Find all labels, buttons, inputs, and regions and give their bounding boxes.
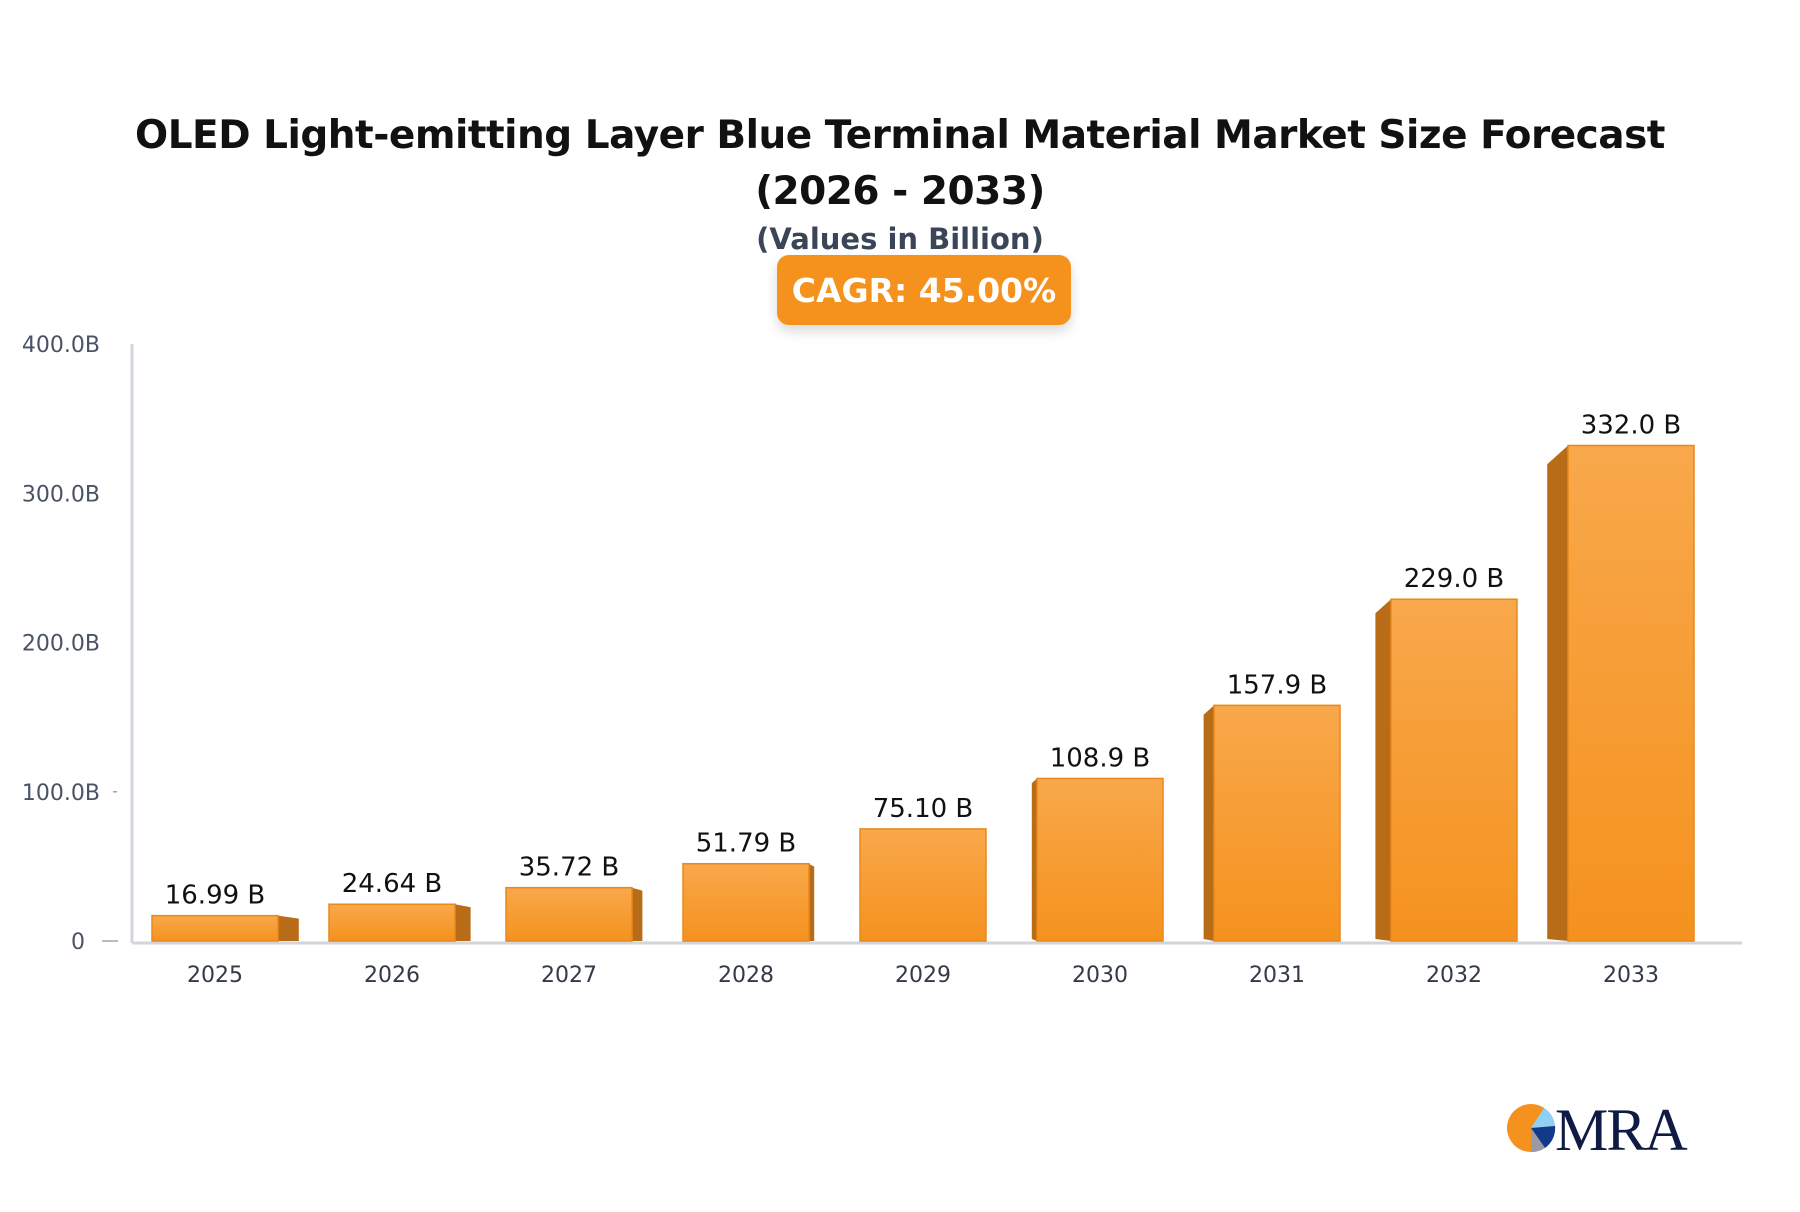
bar-side (809, 863, 815, 941)
data-label: 75.10 B (873, 794, 974, 824)
bar-side (1203, 705, 1214, 941)
x-tick-label: 2028 (718, 963, 774, 988)
bar-2028 (682, 862, 810, 942)
chart-title: OLED Light-emitting Layer Blue Terminal … (135, 113, 1665, 214)
data-label: 157.9 B (1227, 670, 1328, 700)
bar-side (455, 904, 471, 941)
bar-side (1375, 599, 1391, 941)
bar-2032 (1390, 598, 1518, 942)
data-label: 24.64 B (342, 869, 443, 899)
y-tick-label: 400.0B (22, 333, 100, 358)
y-tick-label: 300.0B (22, 482, 100, 507)
data-label: 108.9 B (1050, 743, 1151, 773)
y-tick-label: 200.0B (22, 632, 100, 657)
x-tick-label: 2033 (1603, 963, 1659, 988)
bar-2027 (505, 886, 633, 942)
bar-2029 (859, 828, 987, 942)
x-tick-label: 2027 (541, 963, 597, 988)
x-tick-label: 2032 (1426, 963, 1482, 988)
x-tick-label: 2025 (187, 963, 243, 988)
mra-logo: MRA (1505, 1098, 1695, 1158)
cagr-badge: CAGR: 45.00% (777, 255, 1071, 325)
bar-side (1031, 778, 1037, 941)
data-label: 332.0 B (1581, 410, 1682, 440)
bar-2031 (1213, 704, 1341, 942)
bar-side (278, 915, 299, 941)
data-label: 51.79 B (696, 829, 797, 859)
bar-2030 (1036, 777, 1164, 942)
bar-side (632, 887, 643, 941)
data-label: 16.99 B (165, 881, 266, 911)
bar-2025 (151, 914, 279, 942)
x-tick-label: 2030 (1072, 963, 1128, 988)
y-tick-label: 100.0B (22, 781, 100, 806)
x-tick-label: 2026 (364, 963, 420, 988)
bar-side (1547, 445, 1568, 941)
data-label: 35.72 B (519, 853, 620, 883)
x-tick-label: 2029 (895, 963, 951, 988)
data-label: 229.0 B (1404, 564, 1505, 594)
x-tick-label: 2031 (1249, 963, 1305, 988)
chart-subtitle: (Values in Billion) (756, 222, 1044, 256)
bar-2033 (1567, 444, 1695, 942)
logo-text: MRA (1555, 1098, 1687, 1158)
bar-2026 (328, 903, 456, 942)
y-tick-label: 0 (71, 930, 85, 955)
